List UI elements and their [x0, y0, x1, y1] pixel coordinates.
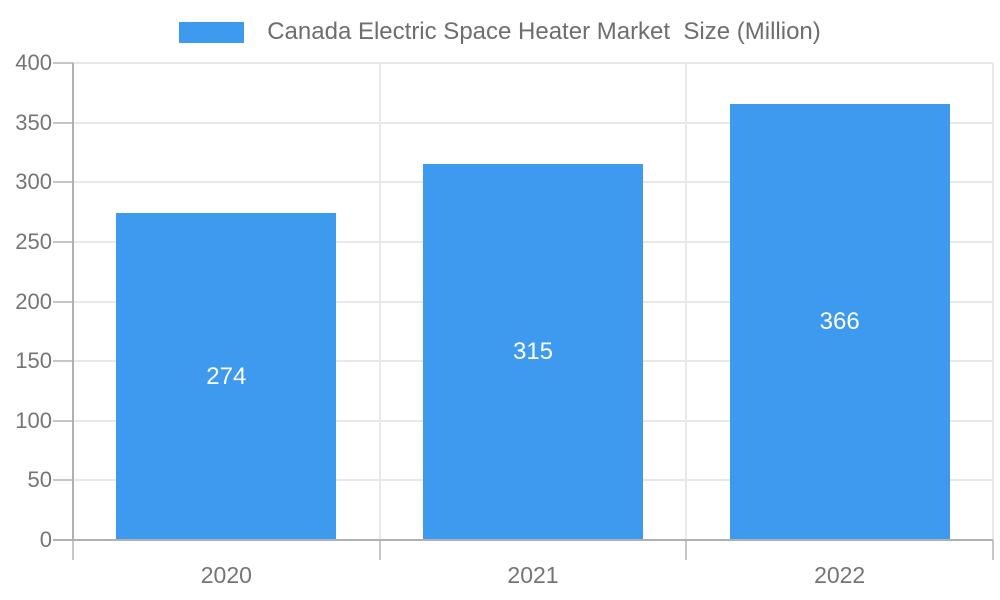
x-tick-1 — [378, 540, 381, 560]
gridline-x-3 — [992, 63, 994, 540]
gridline-y-400 — [73, 62, 993, 64]
bar-2022[interactable]: 366 — [729, 103, 950, 540]
y-tick-label: 350 — [15, 109, 52, 135]
y-tick-400 — [53, 62, 73, 64]
y-tick-50 — [53, 479, 73, 482]
y-tick-0 — [53, 539, 73, 541]
x-tick-2 — [685, 540, 688, 560]
gridline-x-2 — [685, 63, 688, 540]
legend[interactable]: Canada Electric Space Heater Market Size… — [0, 18, 1000, 45]
x-tick-0 — [72, 540, 74, 560]
bar-2021[interactable]: 315 — [423, 164, 643, 540]
x-tick-label-2021: 2021 — [507, 562, 559, 588]
y-tick-label: 50 — [27, 467, 52, 493]
bar-value-label: 366 — [819, 307, 860, 335]
y-tick-label: 150 — [15, 348, 52, 374]
y-tick-200 — [53, 300, 73, 303]
x-tick-3 — [992, 540, 994, 560]
gridline-y-350 — [73, 121, 993, 124]
y-tick-label: 200 — [15, 288, 52, 314]
bar-value-label: 274 — [206, 362, 247, 390]
legend-label: Canada Electric Space Heater Market Size… — [267, 18, 821, 45]
x-axis-line — [72, 539, 993, 541]
y-tick-label: 100 — [15, 407, 52, 433]
y-tick-label: 300 — [15, 169, 52, 195]
bar-2020[interactable]: 274 — [116, 213, 337, 540]
y-tick-label: 250 — [15, 228, 52, 254]
bar-value-label: 315 — [512, 338, 554, 366]
y-tick-250 — [53, 240, 73, 243]
y-tick-150 — [53, 360, 73, 363]
y-axis-line — [72, 63, 74, 540]
x-tick-label-2022: 2022 — [814, 562, 866, 588]
legend-swatch — [179, 21, 245, 43]
y-tick-300 — [53, 181, 73, 184]
x-tick-label-2020: 2020 — [200, 562, 252, 588]
y-tick-label: 400 — [15, 50, 52, 75]
y-tick-100 — [53, 419, 73, 422]
gridline-x-1 — [378, 63, 381, 540]
y-tick-350 — [53, 121, 73, 124]
y-tick-label: 0 — [39, 527, 52, 552]
